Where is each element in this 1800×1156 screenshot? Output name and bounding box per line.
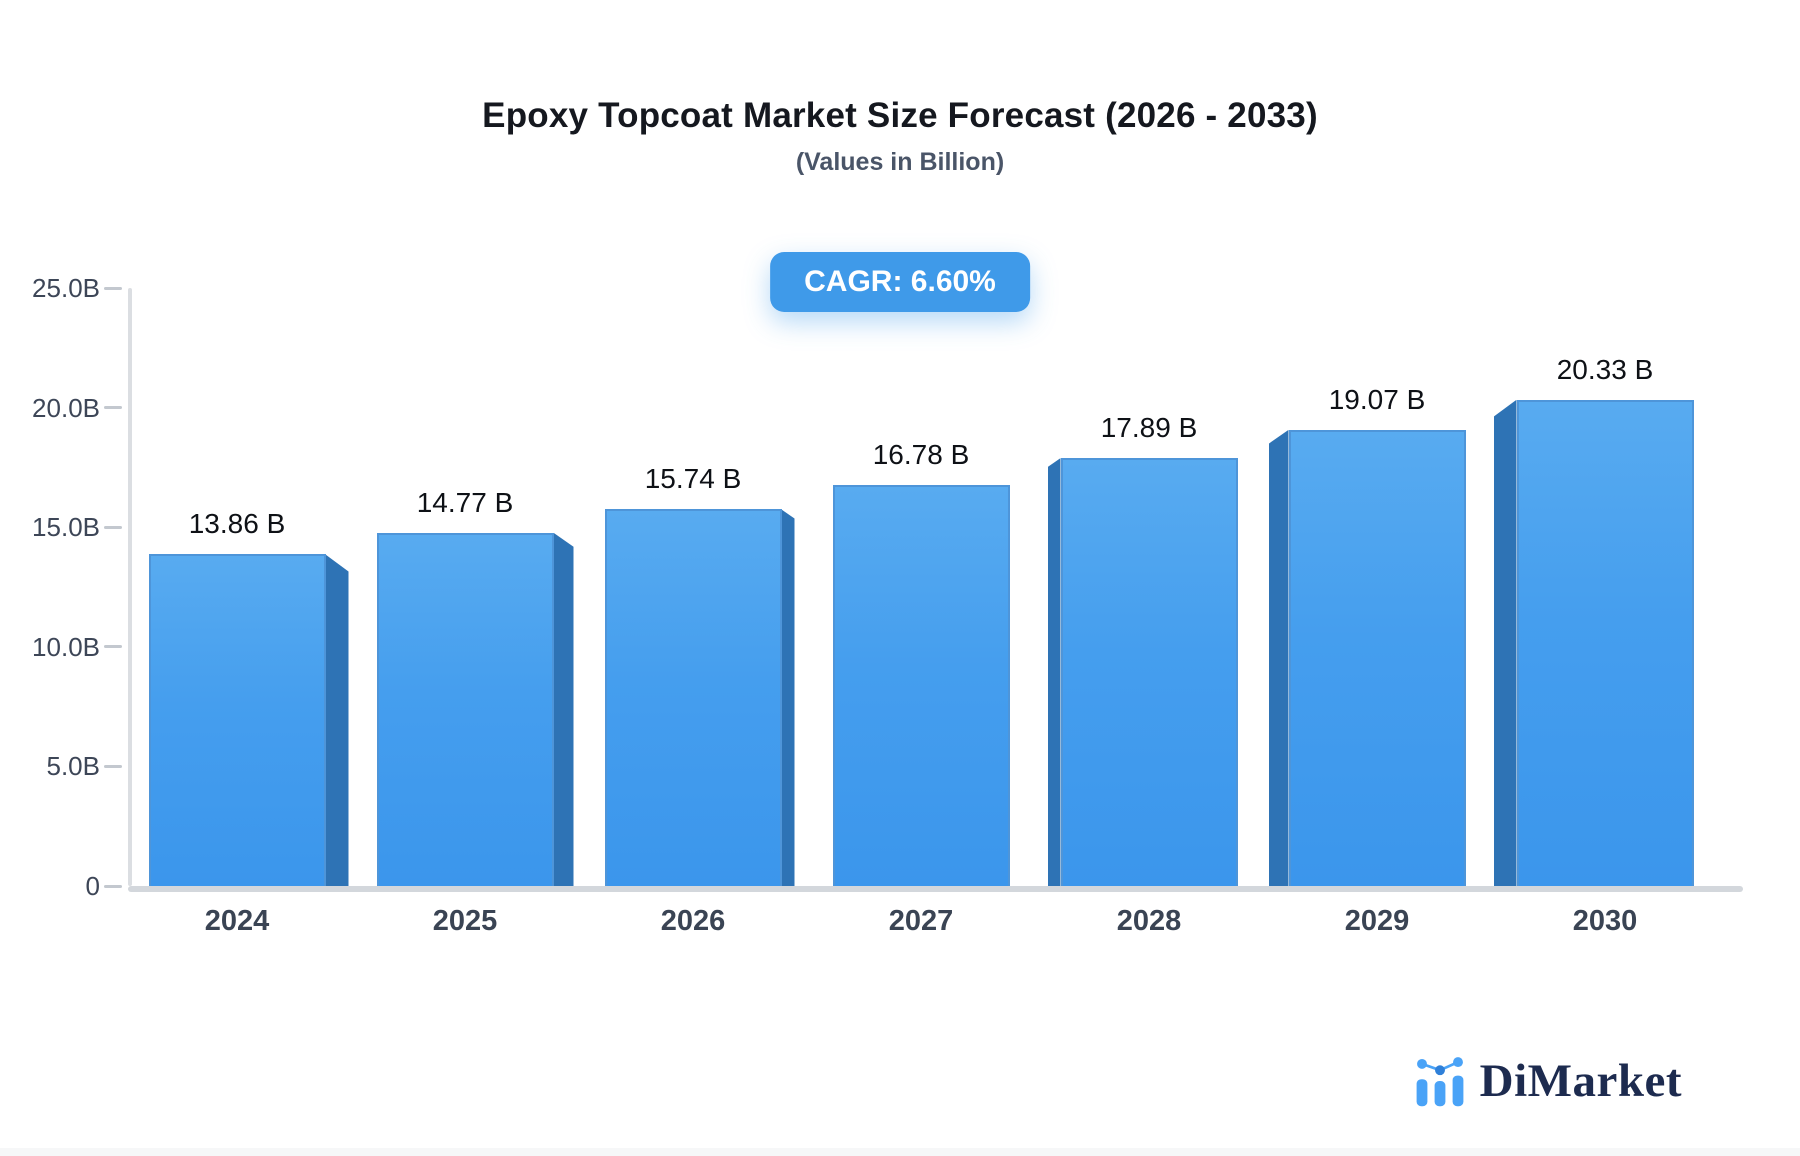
logo-text: DiMarket <box>1479 1055 1682 1107</box>
bar-value-label: 14.77 B <box>416 486 514 518</box>
bar-value-label: 20.33 B <box>1556 353 1654 385</box>
y-tick-label: 20.0B <box>32 392 100 423</box>
bar-value-label: 19.07 B <box>1328 383 1426 415</box>
y-tick-mark <box>104 525 122 529</box>
x-tick-label: 2024 <box>204 905 270 937</box>
bar-2028 <box>1060 458 1238 886</box>
x-tick-label: 2028 <box>1116 905 1182 937</box>
y-tick-label: 10.0B <box>32 631 100 662</box>
y-tick-mark <box>104 645 122 649</box>
bar-3d-side-2028 <box>1047 458 1061 886</box>
cagr-badge: CAGR: 6.60% <box>770 252 1030 312</box>
x-tick-label: 2029 <box>1344 905 1410 937</box>
y-tick-label: 25.0B <box>32 273 100 303</box>
bar-value-label: 15.74 B <box>644 463 742 495</box>
bar-3d-side-2030 <box>1493 399 1517 886</box>
bar-3d-side-2029 <box>1268 429 1289 886</box>
y-tick-mark <box>104 884 122 888</box>
logo: DiMarket <box>1413 1054 1682 1108</box>
bar-value-label: 16.78 B <box>872 438 970 470</box>
y-tick-label: 5.0B <box>46 751 101 782</box>
bar-2029 <box>1288 429 1466 886</box>
bar-3d-side-2025 <box>553 532 574 886</box>
x-axis-baseline <box>128 886 1743 892</box>
y-tick-mark <box>104 286 122 290</box>
y-tick-label: 15.0B <box>32 512 100 543</box>
x-tick-label: 2030 <box>1572 905 1638 937</box>
bar-value-label: 13.86 B <box>188 508 286 540</box>
y-tick-mark <box>104 406 122 410</box>
card-bottom-edge <box>0 1148 1800 1156</box>
bar-value-label: 17.89 B <box>1100 412 1198 444</box>
bar-3d-side-2024 <box>325 554 349 886</box>
bar-2026 <box>604 509 782 886</box>
bar-3d-side-2026 <box>781 509 795 886</box>
bar-2024 <box>148 554 326 886</box>
bar-2027 <box>832 484 1010 886</box>
bar-2025 <box>376 532 554 886</box>
logo-mini-bar-chart-icon <box>1416 1057 1464 1107</box>
bar-2030 <box>1516 399 1694 886</box>
y-tick-label: 0 <box>85 871 100 901</box>
chart-subtitle: (Values in Billion) <box>795 148 1005 176</box>
chart-title: Epoxy Topcoat Market Size Forecast (2026… <box>482 96 1318 135</box>
x-tick-label: 2026 <box>660 905 726 937</box>
y-tick-mark <box>104 764 122 768</box>
x-tick-label: 2027 <box>888 905 954 937</box>
y-axis-line <box>128 288 132 886</box>
x-tick-label: 2025 <box>432 905 498 937</box>
